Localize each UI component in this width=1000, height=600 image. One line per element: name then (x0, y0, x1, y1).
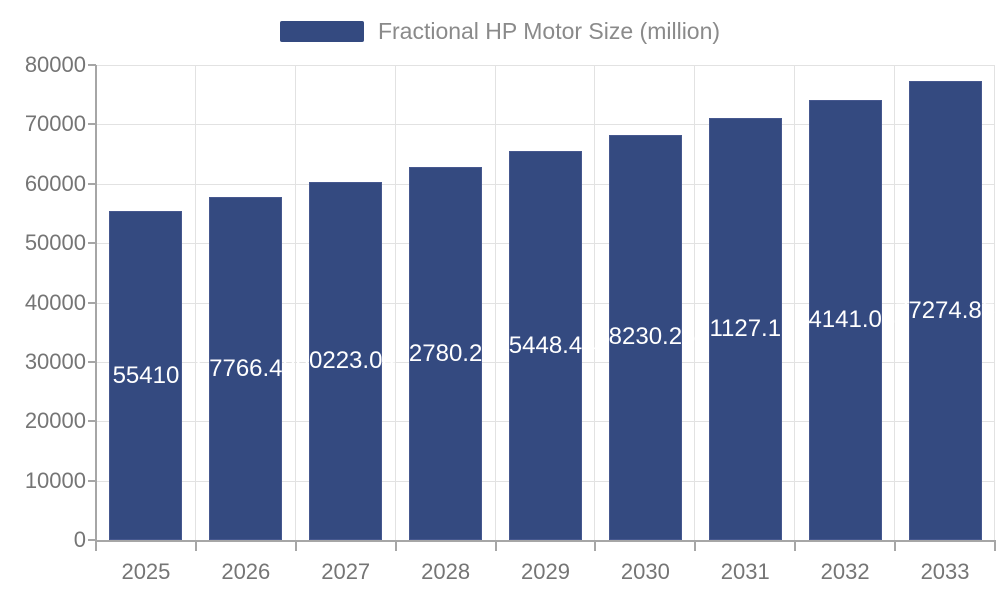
bar-value-label: 71127.13 (696, 314, 795, 342)
y-axis-label: 80000 (24, 52, 86, 77)
h-gridline (96, 65, 995, 66)
y-axis-tick (88, 420, 96, 423)
x-axis-label-2032: 2032 (820, 559, 870, 584)
v-gridline (495, 65, 496, 540)
v-gridline (794, 65, 795, 540)
x-axis-tick (794, 542, 797, 551)
bar-value-label: 62780.25 (395, 339, 496, 367)
v-gridline (295, 65, 296, 540)
bar-2029[interactable]: 65448.44 (495, 151, 596, 540)
y-axis-tick (88, 182, 96, 185)
legend-swatch (279, 21, 364, 42)
x-axis-label-2027: 2027 (321, 559, 371, 584)
bar-value-label: 57766.43 (195, 354, 296, 382)
bar-2032[interactable]: 74141.05 (795, 99, 895, 540)
x-axis-tick (994, 542, 996, 551)
y-axis-tick (88, 539, 96, 541)
y-axis-tick (88, 64, 96, 66)
y-axis-label: 60000 (24, 170, 86, 196)
x-axis-tick (894, 542, 897, 551)
x-axis-tick (694, 542, 697, 551)
v-gridline (894, 65, 895, 540)
legend-item[interactable]: Fractional HP Motor Size (million) (0, 18, 1000, 45)
y-axis-line (95, 65, 97, 542)
bar-value-label: 60223.04 (295, 347, 396, 375)
x-axis-label-2025: 2025 (121, 559, 171, 584)
x-axis-tick (394, 542, 397, 551)
bar-value-label: 74141.05 (795, 305, 896, 333)
bar-value-label: 55410 (112, 361, 180, 389)
v-gridline (395, 65, 396, 540)
bar-2025[interactable]: 55410 (109, 211, 183, 540)
x-axis-label-2030: 2030 (620, 559, 670, 584)
y-axis-label: 70000 (24, 111, 86, 137)
bar-2031[interactable]: 71127.13 (696, 117, 794, 540)
plot-area: 55410 57766.43 60223.04 62780.25 65448.44 682… (96, 65, 995, 540)
x-axis-label-2026: 2026 (221, 559, 271, 584)
bar-value-label: 65448.44 (495, 331, 596, 359)
x-axis-label-2029: 2029 (521, 559, 570, 584)
y-axis-tick (88, 360, 96, 363)
y-axis-tick (88, 123, 96, 126)
y-axis-tick (88, 242, 96, 245)
v-gridline (694, 65, 695, 540)
v-gridline (994, 65, 995, 540)
y-axis-tick (88, 301, 96, 304)
x-axis-tick (294, 542, 297, 551)
bar-value-label: 77274.85 (894, 296, 996, 324)
x-axis-tick (95, 542, 97, 551)
y-axis-label: 0 (73, 527, 86, 552)
h-gridline (96, 124, 995, 126)
v-gridline (195, 65, 196, 540)
bar-2028[interactable]: 62780.25 (396, 167, 496, 540)
bar-2030[interactable]: 68230.26 (595, 134, 695, 540)
x-axis-tick (494, 542, 497, 551)
y-axis-label: 20000 (24, 408, 86, 434)
bar-2026[interactable]: 57766.43 (196, 197, 296, 540)
x-axis-label-2031: 2031 (720, 559, 770, 584)
y-axis-label: 30000 (24, 348, 86, 374)
bar-2027[interactable]: 60223.04 (296, 182, 396, 540)
v-gridline (594, 65, 595, 540)
x-axis-label-2028: 2028 (421, 559, 471, 584)
x-axis-tick (194, 542, 197, 551)
legend-label: Fractional HP Motor Size (million) (377, 18, 721, 44)
bar-2033[interactable]: 77274.85 (895, 81, 995, 540)
y-axis-label: 50000 (24, 230, 86, 256)
x-axis-tick (594, 542, 597, 551)
y-axis-label: 10000 (24, 467, 86, 493)
y-axis-tick (88, 479, 96, 482)
y-axis-label: 40000 (24, 289, 86, 315)
x-axis-line (95, 540, 996, 542)
bar-value-label: 68230.26 (595, 323, 696, 351)
x-axis-label-2033: 2033 (920, 559, 970, 584)
